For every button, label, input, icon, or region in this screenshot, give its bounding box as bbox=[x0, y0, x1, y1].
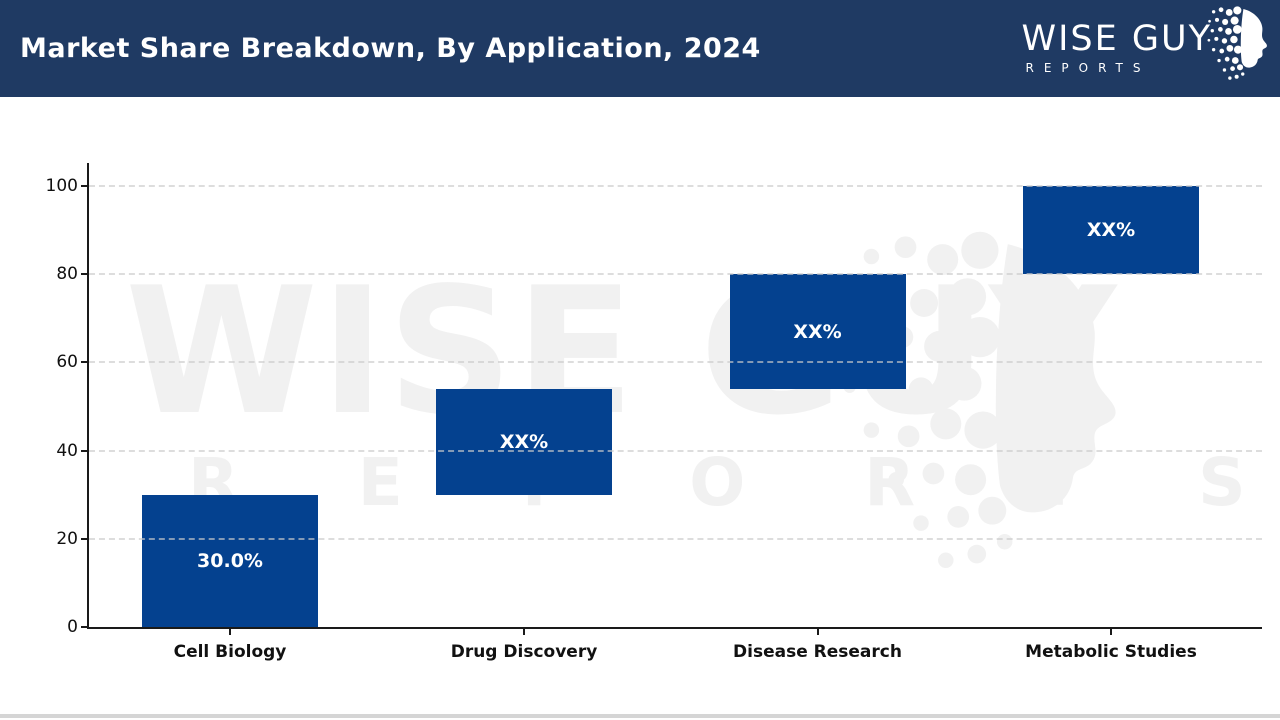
gridline-60 bbox=[89, 361, 1262, 364]
y-tick-label-40: 40 bbox=[56, 440, 78, 461]
x-tick-disease-research bbox=[816, 629, 819, 635]
y-tick-100 bbox=[81, 185, 87, 187]
y-tick-label-100: 100 bbox=[45, 176, 78, 196]
bar-disease-research bbox=[729, 274, 906, 389]
logo-wordmark: WISE GUY bbox=[1021, 19, 1212, 59]
gridline-100 bbox=[89, 185, 1262, 187]
bar-value-label-cell-biology: 30.0% bbox=[197, 549, 263, 572]
y-tick-40 bbox=[81, 449, 87, 452]
bar-metabolic-studies bbox=[1023, 186, 1199, 275]
y-axis-line bbox=[87, 163, 89, 629]
page-title: Market Share Breakdown, By Application, … bbox=[20, 33, 761, 64]
bottom-border bbox=[0, 714, 1280, 718]
bar-value-label-disease-research: XX% bbox=[793, 320, 842, 343]
x-tick-label-disease-research: Disease Research bbox=[733, 642, 902, 662]
y-tick-label-20: 20 bbox=[56, 528, 78, 549]
x-tick-metabolic-studies bbox=[1110, 629, 1112, 635]
bar-value-label-drug-discovery: XX% bbox=[499, 430, 549, 453]
logo-subtitle: REPORTS bbox=[1025, 61, 1151, 75]
gridline-40 bbox=[89, 449, 1262, 452]
logo-head-dots-icon bbox=[1207, 5, 1267, 80]
gridline-20 bbox=[89, 537, 1262, 540]
plot-area: 0 20 40 60 80 100 30.0% XX% XX% XX% Cell Biology Dr… bbox=[0, 97, 1280, 720]
y-tick-label-80: 80 bbox=[56, 264, 78, 285]
y-tick-60 bbox=[81, 361, 87, 364]
x-tick-drug-discovery bbox=[523, 629, 525, 635]
header-bar: Market Share Breakdown, By Application, … bbox=[0, 0, 1280, 97]
bar-drug-discovery bbox=[436, 388, 612, 495]
x-tick-cell-biology bbox=[229, 629, 231, 635]
bar-cell-biology bbox=[142, 494, 318, 627]
x-tick-label-drug-discovery: Drug Discovery bbox=[450, 642, 598, 662]
y-tick-20 bbox=[81, 537, 87, 540]
logo-text: WISE GUY REPORTS bbox=[1021, 19, 1212, 76]
wise-guy-reports-logo: WISE GUY REPORTS bbox=[1021, 0, 1280, 97]
y-tick-0 bbox=[81, 626, 87, 628]
bar-value-label-metabolic-studies: XX% bbox=[1086, 219, 1136, 242]
x-tick-label-metabolic-studies: Metabolic Studies bbox=[1025, 642, 1197, 662]
y-tick-label-60: 60 bbox=[56, 352, 78, 373]
x-axis-line bbox=[87, 627, 1262, 629]
x-tick-label-cell-biology: Cell Biology bbox=[173, 642, 287, 662]
y-tick-80 bbox=[81, 273, 87, 276]
y-tick-label-0: 0 bbox=[67, 617, 78, 637]
gridline-80 bbox=[89, 273, 1262, 276]
